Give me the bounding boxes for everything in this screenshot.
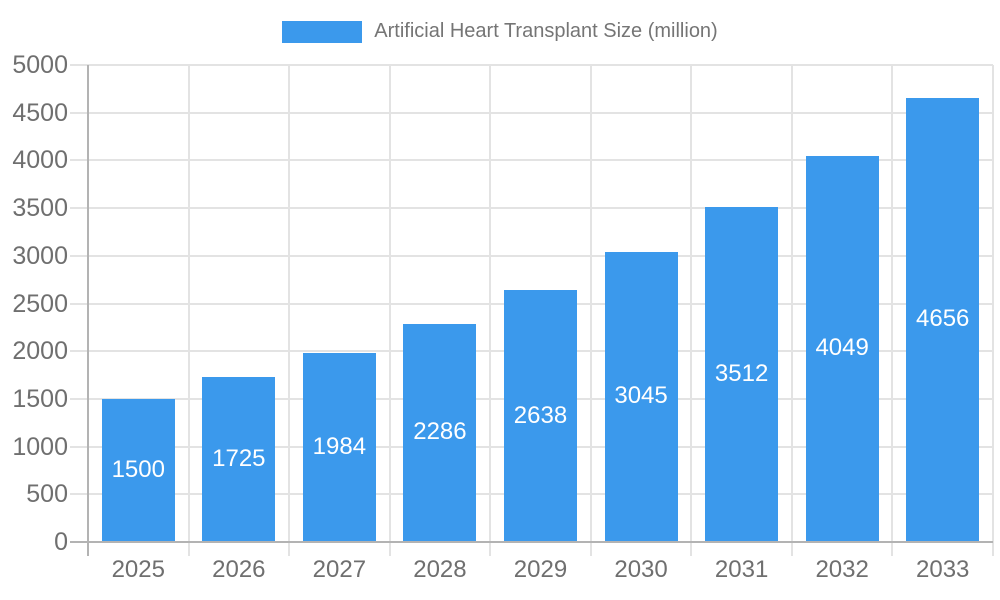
x-axis-tick-label: 2031 (714, 556, 769, 583)
y-axis-tick-label: 5000 (12, 51, 68, 79)
y-axis-tick-label: 2000 (12, 337, 68, 366)
y-axis-tick-label: 1500 (12, 384, 68, 413)
gridline-horizontal (70, 64, 993, 66)
bar: 3045 (604, 251, 678, 541)
bar: 3512 (705, 206, 779, 541)
x-axis-tick-label: 2032 (815, 556, 869, 583)
gridline-horizontal (70, 207, 993, 210)
gridline-vertical (388, 65, 391, 556)
y-axis-tick-label: 4000 (12, 146, 68, 175)
y-axis-line (87, 65, 89, 556)
gridline-vertical (589, 65, 592, 556)
gridline-vertical (790, 65, 793, 556)
chart-title: Artificial Heart Transplant Size (millio… (374, 20, 718, 42)
bar-value-label: 1725 (212, 445, 266, 473)
bar-value-label: 3512 (714, 359, 769, 387)
bar: 1725 (202, 377, 276, 541)
gridline-vertical (992, 65, 994, 556)
gridline-vertical (891, 65, 894, 556)
y-axis-tick-label: 3000 (12, 241, 68, 270)
bar-value-label: 1500 (111, 455, 165, 483)
bar-value-label: 2638 (513, 401, 568, 429)
y-axis-tick-label: 2500 (12, 289, 68, 318)
x-axis-tick-label: 2026 (212, 556, 266, 583)
x-axis-tick-label: 2033 (916, 556, 970, 583)
x-axis-tick-label: 2030 (614, 556, 668, 583)
x-axis-tick-label: 2025 (111, 556, 165, 583)
gridline-horizontal (70, 111, 993, 114)
legend-swatch (282, 20, 363, 43)
y-axis-tick-label: 3500 (12, 194, 68, 223)
legend: Artificial Heart Transplant Size (millio… (0, 20, 1000, 43)
x-axis-tick-label: 2028 (413, 556, 467, 583)
bar-value-label: 2286 (413, 418, 467, 446)
bar: 4049 (805, 155, 879, 541)
y-axis-tick-label: 1000 (12, 432, 68, 461)
bar-value-label: 3045 (614, 382, 668, 410)
bar: 1984 (302, 352, 376, 541)
x-axis-line (70, 541, 993, 543)
x-axis-tick-label: 2027 (312, 556, 367, 583)
bar: 2638 (504, 290, 577, 541)
y-axis-tick-label: 500 (26, 480, 68, 509)
gridline-vertical (690, 65, 693, 556)
gridline-horizontal (70, 254, 993, 257)
x-axis-tick-label: 2029 (513, 556, 568, 583)
bar-value-label: 4656 (916, 305, 970, 333)
y-axis-tick-label: 0 (54, 528, 68, 556)
bar: 1500 (101, 398, 175, 541)
gridline-vertical (288, 65, 291, 556)
gridline-vertical (187, 65, 190, 556)
bar: 4656 (906, 97, 980, 541)
gridline-vertical (489, 65, 492, 556)
y-axis-tick-label: 4500 (12, 98, 68, 127)
bar-value-label: 4049 (815, 334, 869, 362)
gridline-horizontal (70, 159, 993, 162)
bar-value-label: 1984 (312, 432, 367, 460)
bar: 2286 (403, 323, 477, 541)
